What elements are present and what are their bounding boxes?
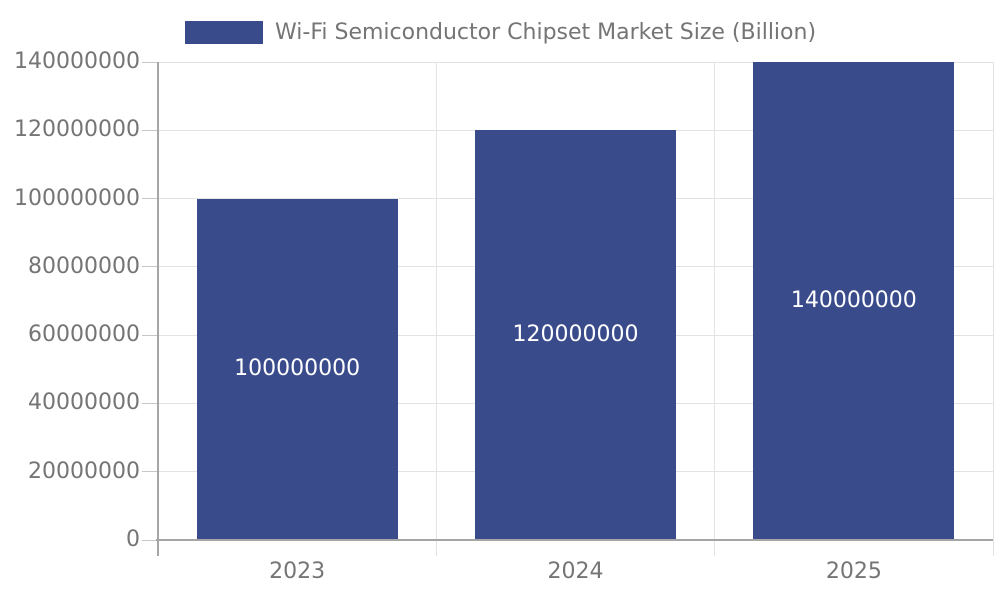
x-tick-label: 2023 (269, 559, 326, 584)
y-tick-label: 120000000 (14, 117, 140, 143)
category-boundary-line (714, 62, 716, 556)
plot-area: 0 20000000 40000000 60000000 80000000 1000000… (14, 49, 994, 584)
y-tick-label: 0 (126, 527, 140, 552)
legend: Wi-Fi Semiconductor Chipset Market Size … (185, 18, 816, 46)
x-tick-label: 2025 (825, 559, 882, 584)
y-tick (142, 61, 158, 63)
y-tick-label: 80000000 (28, 253, 140, 279)
y-tick-label: 60000000 (28, 322, 140, 348)
bar-2025 (753, 62, 955, 540)
bar-value-label: 120000000 (512, 322, 639, 348)
x-axis-line (156, 539, 993, 541)
y-tick-label: 100000000 (14, 185, 140, 211)
y-tick (142, 334, 158, 336)
x-tick-label: 2024 (547, 559, 604, 584)
legend-swatch (185, 20, 263, 44)
y-tick-label: 40000000 (28, 390, 140, 416)
bar-2023 (196, 198, 398, 540)
bar-2024 (475, 130, 676, 540)
y-tick-label: 20000000 (28, 458, 140, 484)
bar-value-label: 140000000 (790, 288, 917, 313)
y-tick (142, 198, 158, 200)
category-boundary-line (992, 62, 994, 556)
category-boundary-line (435, 62, 437, 556)
legend-label: Wi-Fi Semiconductor Chipset Market Size … (275, 19, 817, 45)
y-tick (142, 539, 158, 541)
y-tick (142, 471, 158, 473)
y-tick (142, 129, 158, 131)
bar-value-label: 100000000 (234, 356, 361, 382)
y-gridline (158, 61, 993, 63)
y-tick (142, 402, 158, 404)
y-tick (142, 266, 158, 268)
y-axis-line (157, 62, 159, 556)
y-tick-label: 140000000 (14, 49, 140, 74)
